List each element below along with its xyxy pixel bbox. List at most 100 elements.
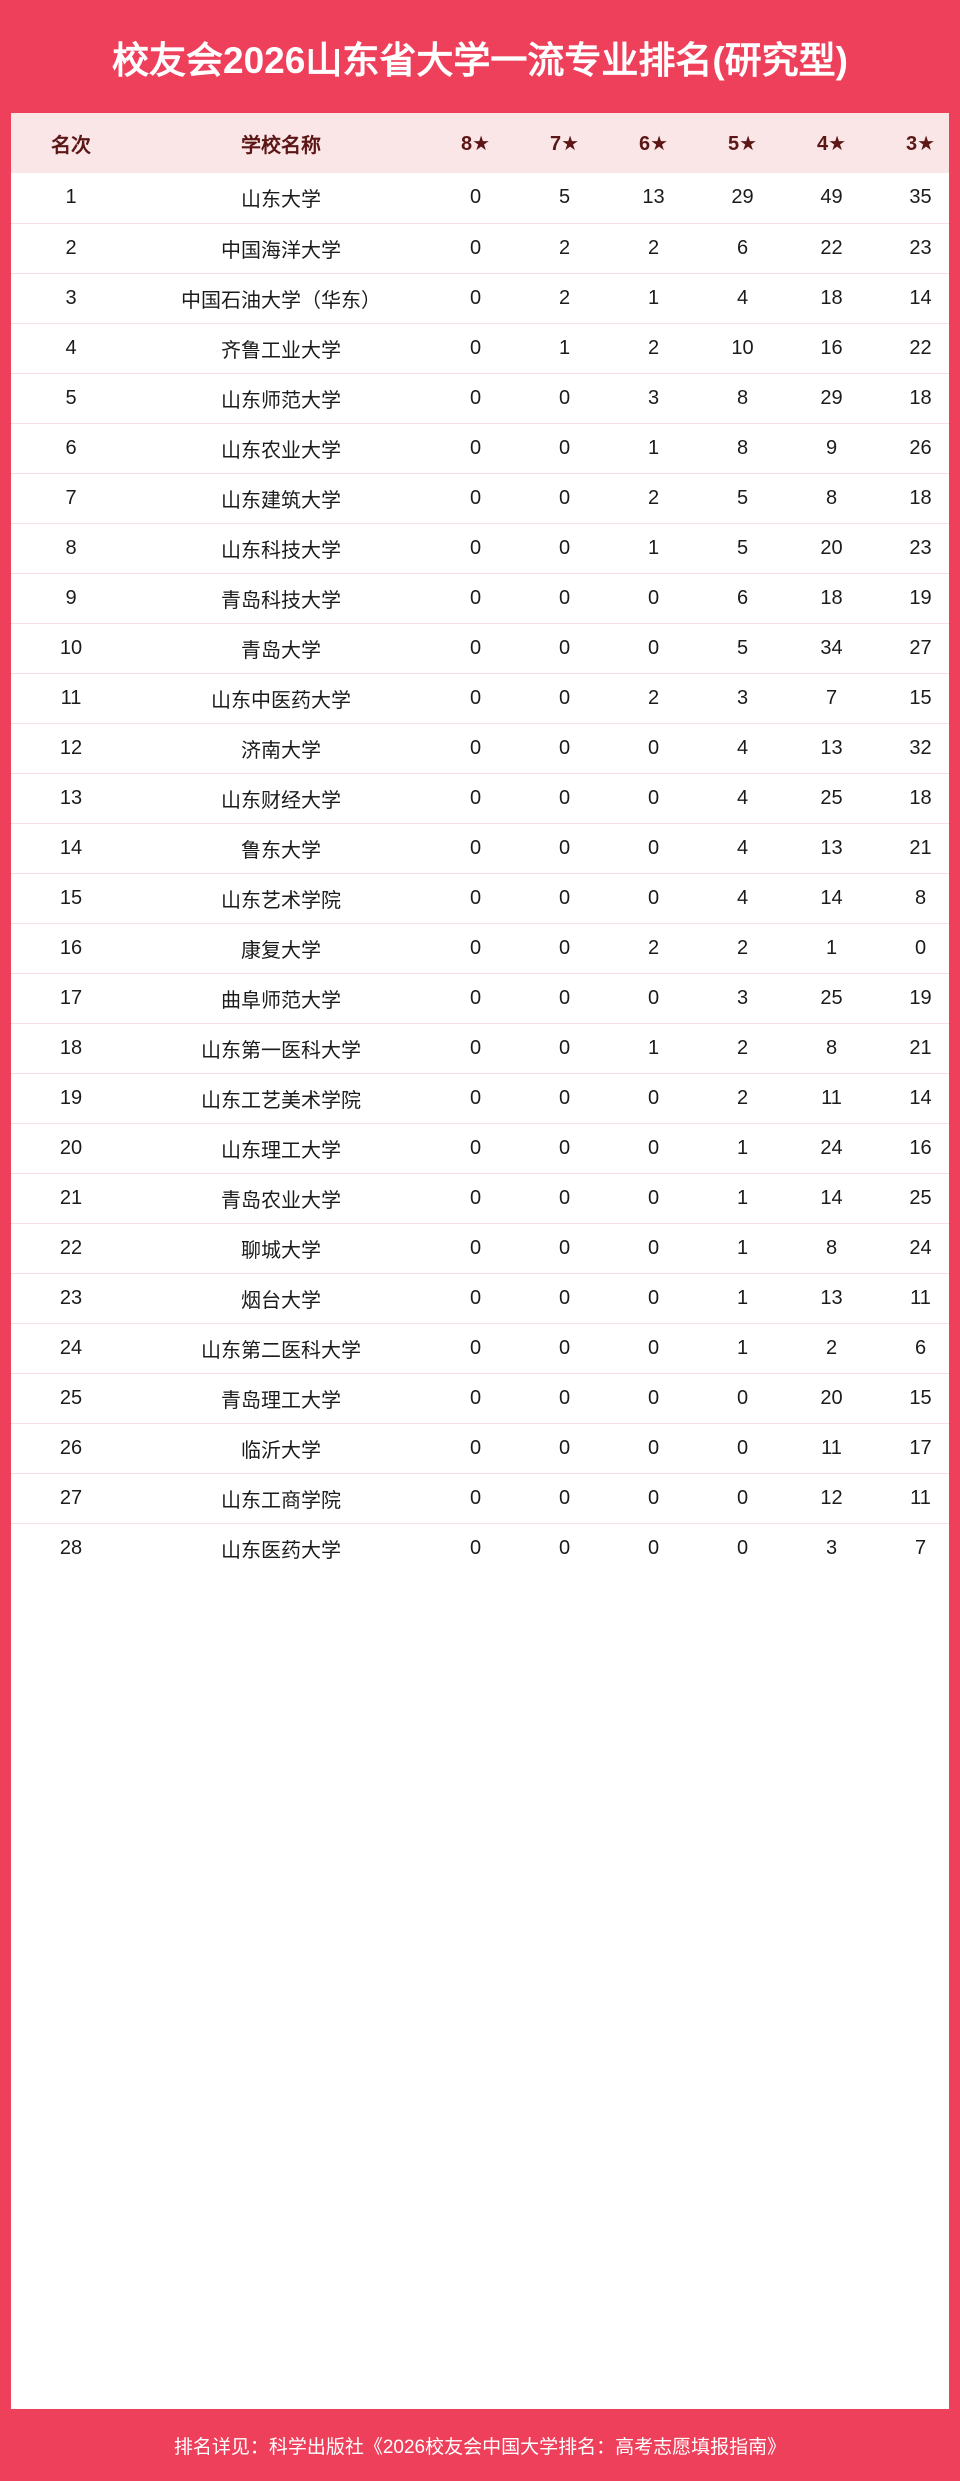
cell-s5-count: 6 (698, 573, 787, 624)
cell-s3-count: 22 (876, 323, 949, 374)
cell-s7-count: 0 (520, 373, 609, 424)
cell-s7-count: 0 (520, 1373, 609, 1424)
table-row: 13 山东财经大学 0 0 0 4 25 18 (11, 773, 949, 824)
cell-s8-count: 0 (431, 673, 520, 724)
cell-s3-count: 21 (876, 823, 949, 874)
cell-s5-count: 0 (736, 1536, 749, 1559)
table-row: 14 鲁东大学 0 0 0 4 13 21 (11, 823, 949, 874)
page-footer: 排名详见：科学出版社《2026校友会中国大学排名：高考志愿填报指南》 (0, 2409, 960, 2481)
cell-school-name: 山东医药大学 (221, 1539, 341, 1562)
cell-school-name: 齐鲁工业大学 (131, 323, 431, 374)
cell-s5-count: 4 (698, 273, 787, 324)
cell-s4-count: 24 (787, 1123, 876, 1174)
cell-s5-count: 1 (698, 1323, 787, 1374)
table-row: 2 中国海洋大学 0 2 2 6 22 23 (11, 223, 949, 274)
cell-s7-count: 0 (520, 673, 609, 724)
cell-rank: 27 (11, 1473, 131, 1524)
cell-s6-count: 2 (609, 673, 698, 724)
cell-s4-count: 11 (787, 1073, 876, 1124)
cell-rank: 1 (11, 173, 131, 224)
cell-s8-count: 0 (431, 423, 520, 474)
cell-s4-count: 8 (787, 473, 876, 524)
cell-s7-count: 0 (520, 573, 609, 624)
cell-s4-count: 14 (787, 1173, 876, 1224)
cell-s8-count: 0 (431, 1123, 520, 1174)
cell-s6-count: 0 (609, 1473, 698, 1524)
table-row: 7 山东建筑大学 0 0 2 5 8 18 (11, 473, 949, 524)
cell-s3-count: 23 (876, 523, 949, 574)
table-row: 18 山东第一医科大学 0 0 1 2 8 21 (11, 1023, 949, 1074)
cell-s8-count: 0 (431, 1423, 520, 1474)
cell-s3-count: 11 (876, 1273, 949, 1324)
cell-s7-count: 0 (520, 1123, 609, 1174)
cell-s6-count: 0 (609, 573, 698, 624)
cell-school-name: 山东财经大学 (131, 773, 431, 824)
table-row: 27 山东工商学院 0 0 0 0 12 11 (11, 1473, 949, 1524)
cell-s8-count: 0 (431, 823, 520, 874)
cell-s4-count: 49 (787, 173, 876, 224)
table-row: 6 山东农业大学 0 0 1 8 9 26 (11, 423, 949, 474)
cell-s6-count: 0 (647, 1536, 660, 1559)
table-row: 5 山东师范大学 0 0 3 8 29 18 (11, 373, 949, 424)
cell-s5-count: 4 (698, 873, 787, 924)
table-row: 1 山东大学 0 5 13 29 49 35 (11, 173, 949, 224)
cell-s4-count: 25 (787, 973, 876, 1024)
cell-s3-count: 14 (876, 1073, 949, 1124)
cell-s3-count: 17 (876, 1423, 949, 1474)
cell-s6-count: 0 (609, 823, 698, 874)
cell-s6-count: 0 (609, 1123, 698, 1174)
table-row: 16 康复大学 0 0 2 2 1 0 (11, 923, 949, 974)
cell-s5-count: 3 (698, 673, 787, 724)
cell-s5-count: 5 (698, 623, 787, 674)
cell-s7-count: 2 (520, 273, 609, 324)
table-row: 10 青岛大学 0 0 0 5 34 27 (11, 623, 949, 674)
cell-s6-count: 2 (609, 323, 698, 374)
cell-s7-count: 0 (520, 873, 609, 924)
cell-s6-count: 0 (609, 873, 698, 924)
cell-s8-count: 0 (431, 973, 520, 1024)
cell-s5-count: 2 (698, 923, 787, 974)
cell-s4-count: 13 (787, 1273, 876, 1324)
cell-s8-count: 0 (431, 723, 520, 774)
cell-s8-count: 0 (431, 573, 520, 624)
cell-s3-count: 14 (876, 273, 949, 324)
table-header-row: 名次 学校名称 8★ 7★ 6★ 5★ 4★ 3★ (11, 113, 949, 173)
cell-school-name: 康复大学 (131, 923, 431, 974)
cell-school-name: 青岛理工大学 (131, 1373, 431, 1424)
cell-school-name: 中国海洋大学 (131, 223, 431, 274)
cell-s7-count: 0 (520, 1223, 609, 1274)
column-header-4star: 4★ (787, 113, 876, 173)
cell-s5-count: 8 (698, 373, 787, 424)
cell-s8-count: 0 (431, 623, 520, 674)
cell-s7-count: 0 (520, 523, 609, 574)
cell-s5-count: 10 (698, 323, 787, 374)
cell-s5-count: 4 (698, 823, 787, 874)
cell-s3-count: 25 (876, 1173, 949, 1224)
cell-s5-count: 29 (698, 173, 787, 224)
column-header-school: 学校名称 (131, 113, 431, 173)
column-header-3star: 3★ (876, 113, 949, 173)
cell-rank: 15 (11, 873, 131, 924)
cell-school-name: 济南大学 (131, 723, 431, 774)
cell-school-name: 山东工艺美术学院 (131, 1073, 431, 1124)
cell-school-name: 山东工商学院 (131, 1473, 431, 1524)
footer-note: 排名详见：科学出版社《2026校友会中国大学排名：高考志愿填报指南》 (173, 2436, 787, 2458)
cell-s6-count: 0 (609, 1173, 698, 1224)
table-row: 25 青岛理工大学 0 0 0 0 20 15 (11, 1373, 949, 1424)
cell-s4-count: 11 (787, 1423, 876, 1474)
cell-rank: 16 (11, 923, 131, 974)
cell-rank: 19 (11, 1073, 131, 1124)
cell-s6-count: 1 (609, 523, 698, 574)
cell-s3-count: 24 (876, 1223, 949, 1274)
cell-s7-count: 0 (520, 823, 609, 874)
cell-s8-count: 0 (431, 323, 520, 374)
cell-rank: 25 (11, 1373, 131, 1424)
cell-s4-count: 25 (787, 773, 876, 824)
cell-s8-count: 0 (431, 1173, 520, 1224)
cell-school-name: 中国石油大学（华东） (131, 273, 431, 324)
cell-s6-count: 3 (609, 373, 698, 424)
cell-rank: 14 (11, 823, 131, 874)
cell-school-name: 山东科技大学 (131, 523, 431, 574)
cell-s3-count: 7 (914, 1536, 927, 1559)
cell-s8-count: 0 (431, 523, 520, 574)
